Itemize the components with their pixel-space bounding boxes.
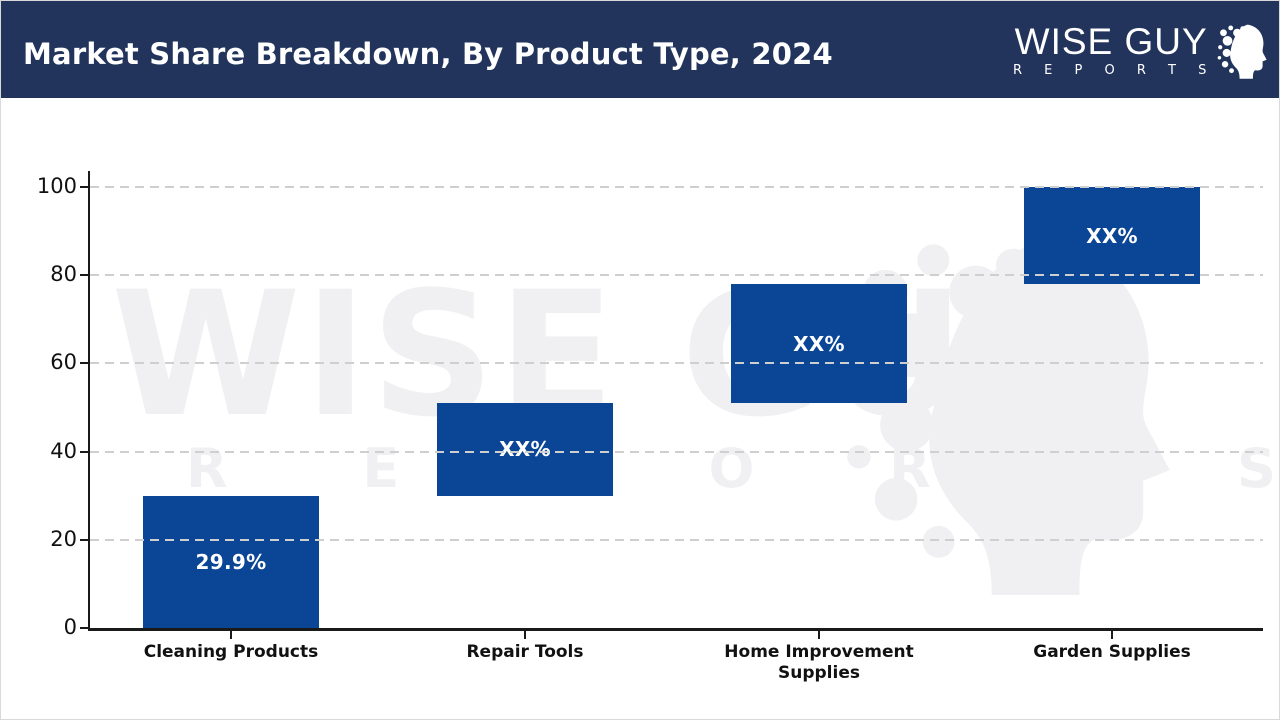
y-gridline [90, 450, 1263, 453]
x-tick-mark [818, 630, 820, 639]
bar-segment: XX% [437, 403, 613, 496]
y-gridline [90, 538, 1263, 541]
brand-text: WISE GUY R E P O R T S [1007, 21, 1216, 79]
y-tick-label: 100 [36, 174, 77, 198]
y-gridline [90, 274, 1263, 277]
bar-value-label: 29.9% [195, 550, 267, 575]
chart-plot-area: 0 20 40 60 80 100 29.9% XX% XX% XX% Cleaning Produ… [1, 98, 1279, 719]
page-title: Market Share Breakdown, By Product Type,… [23, 37, 833, 71]
x-tick-mark [1111, 630, 1113, 639]
x-tick-mark [230, 630, 232, 639]
y-tick-label: 20 [50, 526, 77, 551]
x-tick-mark [524, 630, 526, 639]
y-tick-label: 40 [50, 438, 77, 463]
category-label: Cleaning Products [143, 642, 319, 662]
brand-sub: R E P O R T S [1013, 63, 1216, 78]
category-label: Repair Tools [466, 642, 584, 662]
y-tick-mark [80, 186, 88, 188]
bar-segment: 29.9% [143, 496, 319, 628]
bar-segment: XX% [731, 284, 907, 404]
y-tick-mark [80, 627, 88, 629]
brand-head-icon [1217, 24, 1267, 79]
brand-name: WISE GUY [1014, 21, 1208, 62]
bar-segment: XX% [1024, 187, 1200, 285]
x-axis-line [88, 628, 1263, 631]
y-tick-mark [80, 538, 88, 541]
category-label: Garden Supplies [1033, 642, 1191, 662]
y-gridline [90, 186, 1263, 188]
y-tick-mark [80, 450, 88, 453]
brand-logo: WISE GUY R E P O R T S [1007, 7, 1269, 93]
y-tick-mark [80, 362, 88, 365]
y-axis-line [88, 171, 90, 630]
header-bar: Market Share Breakdown, By Product Type,… [1, 1, 1279, 98]
bar-value-label: XX% [793, 331, 845, 356]
y-tick-label: 0 [63, 615, 77, 639]
y-tick-label: 80 [50, 262, 77, 287]
category-label: Home Improvement Supplies [724, 642, 914, 683]
y-tick-mark [80, 274, 88, 277]
y-tick-label: 60 [50, 350, 77, 375]
bar-value-label: XX% [1086, 223, 1138, 248]
bar-value-label: XX% [499, 437, 551, 462]
y-gridline [90, 362, 1263, 365]
